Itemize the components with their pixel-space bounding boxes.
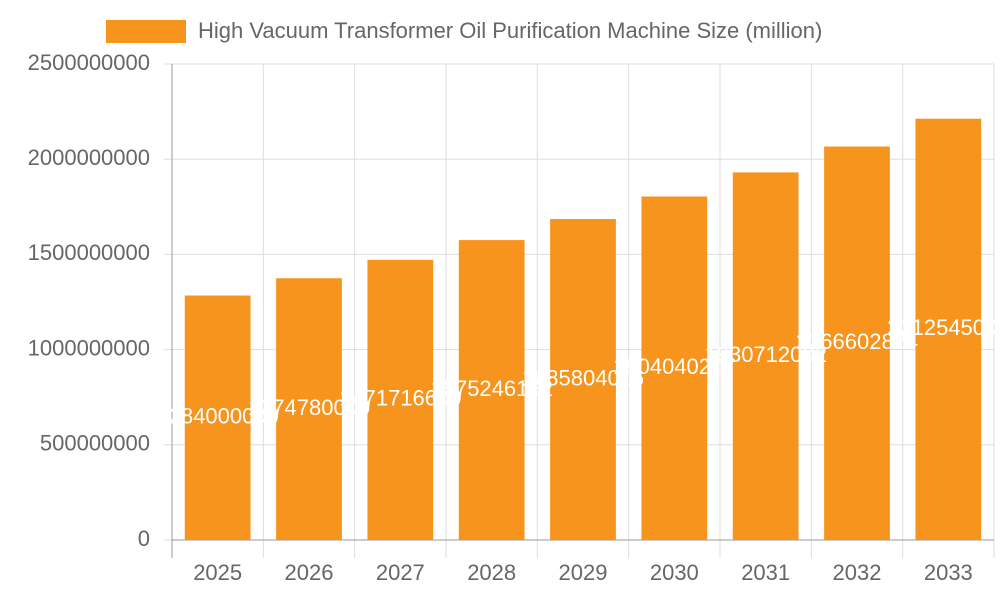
data-label: 1804040217 <box>613 354 735 379</box>
legend-label: High Vacuum Transformer Oil Purification… <box>198 18 822 43</box>
bar <box>915 118 982 540</box>
data-label: 1930712002 <box>704 342 826 367</box>
data-label: 2066602824 <box>796 329 918 354</box>
x-tick-label: 2033 <box>924 560 973 585</box>
x-tick-label: 2027 <box>376 560 425 585</box>
y-tick-label: 0 <box>138 526 150 551</box>
x-tick-label: 2032 <box>833 560 882 585</box>
y-tick-label: 2500000000 <box>28 50 150 75</box>
data-label: 1575246162 <box>430 376 552 401</box>
data-label: 1374780000 <box>248 395 370 420</box>
data-label: 1685804016 <box>522 365 644 390</box>
x-tick-label: 2029 <box>559 560 608 585</box>
bar <box>732 172 799 540</box>
x-tick-label: 2031 <box>741 560 790 585</box>
bar <box>276 278 342 540</box>
y-tick-label: 500000000 <box>40 431 150 456</box>
bar <box>184 295 251 540</box>
data-label: 2212545000 <box>887 315 1000 340</box>
x-tick-label: 2030 <box>650 560 699 585</box>
x-tick-label: 2028 <box>467 560 516 585</box>
bar <box>824 146 890 540</box>
data-label: 1471716600 <box>339 386 461 411</box>
legend-swatch <box>106 20 186 43</box>
y-tick-label: 2000000000 <box>28 145 150 170</box>
x-tick-label: 2025 <box>193 560 242 585</box>
data-label: 1284000000 <box>156 404 278 429</box>
bar <box>641 196 708 540</box>
y-tick-label: 1000000000 <box>28 335 150 360</box>
bar <box>367 259 434 540</box>
bar <box>550 219 616 540</box>
y-tick-label: 1500000000 <box>28 240 150 265</box>
bar <box>458 240 525 541</box>
x-tick-label: 2026 <box>285 560 334 585</box>
